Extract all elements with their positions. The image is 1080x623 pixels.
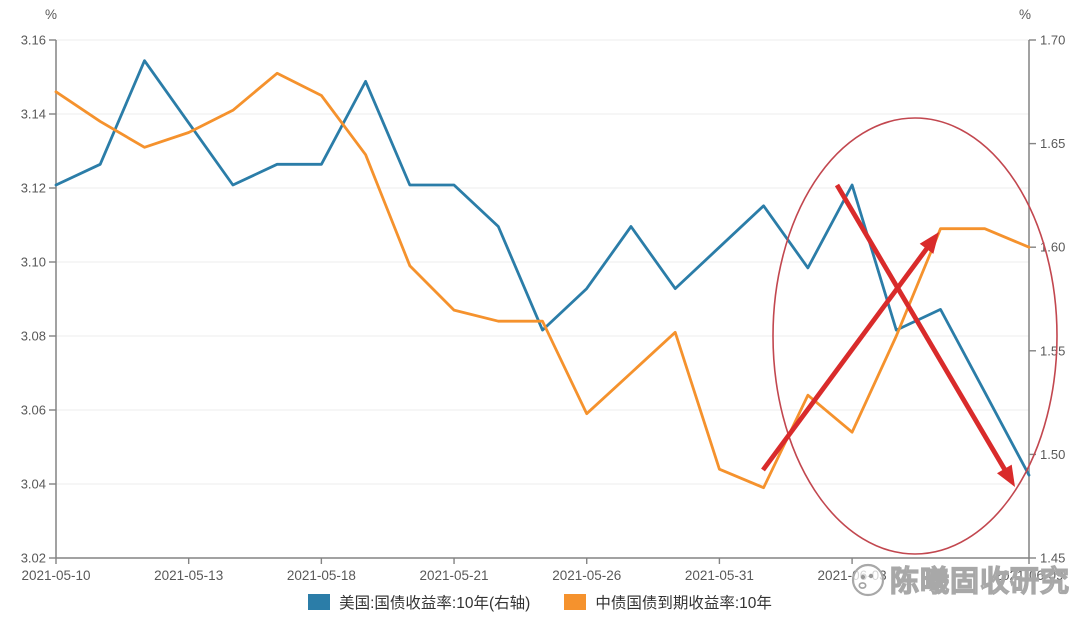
right-axis-tick-label: 1.50 (1040, 447, 1065, 462)
right-axis-tick-label: 1.70 (1040, 33, 1065, 48)
left-axis: 3.16 3.14 3.12 3.10 3.08 3.06 3.04 3.02 (21, 33, 56, 566)
x-axis-tick-label: 2021-06-09 (994, 568, 1063, 583)
legend-swatch-china (564, 594, 587, 610)
legend-swatch-us (308, 594, 331, 610)
series-line-china-10y (54, 71, 1031, 490)
left-axis-tick-label: 3.02 (21, 551, 46, 566)
right-axis-unit-label: % (1019, 7, 1032, 22)
right-axis-tick-label: 1.65 (1040, 136, 1065, 151)
legend-item-china: 中债国债到期收益率:10年 (564, 591, 772, 613)
right-axis-tick-label: 1.45 (1040, 551, 1065, 566)
axes (55, 40, 1030, 559)
legend-label-china: 中债国债到期收益率:10年 (595, 595, 772, 612)
left-axis-tick-label: 3.08 (21, 329, 46, 344)
right-axis: 1.701.651.601.551.501.45 (1029, 33, 1065, 566)
right-axis-tick-label: 1.55 (1040, 343, 1065, 358)
left-axis-tick-label: 3.14 (21, 107, 46, 122)
gridlines (56, 39, 1029, 485)
annotation-arrow-up-shaft (761, 240, 934, 472)
x-axis-tick-label: 2021-05-26 (552, 568, 621, 583)
x-axis-tick-label: 2021-06-03 (818, 568, 887, 583)
legend: 美国:国债收益率:10年(右轴) 中债国债到期收益率:10年 (0, 591, 1080, 613)
x-axis-tick-label: 2021-05-31 (685, 568, 754, 583)
annotation-arrow-down-shaft (834, 183, 1011, 478)
x-axis-tick-label: 2021-05-13 (154, 568, 223, 583)
legend-label-us: 美国:国债收益率:10年(右轴) (339, 595, 531, 612)
left-axis-tick-label: 3.06 (21, 403, 46, 418)
left-axis-tick-label: 3.04 (21, 477, 46, 492)
annotation-ellipse (772, 117, 1058, 555)
left-axis-tick-label: 3.12 (21, 181, 46, 196)
left-axis-tick-label: 3.16 (21, 33, 46, 48)
x-axis-tick-label: 2021-05-18 (287, 568, 356, 583)
x-axis-tick-label: 2021-05-21 (420, 568, 489, 583)
left-axis-tick-label: 3.10 (21, 255, 46, 270)
x-axis: 2021-05-10 2021-05-13 2021-05-18 2021-05-21… (21, 558, 1064, 583)
annotation-arrow-down-head (997, 464, 1015, 487)
legend-item-us: 美国:国债收益率:10年(右轴) (308, 591, 530, 613)
annotation-arrow-up-head (919, 232, 939, 254)
x-axis-tick-label: 2021-05-10 (21, 568, 90, 583)
left-axis-unit-label: % (45, 7, 58, 22)
